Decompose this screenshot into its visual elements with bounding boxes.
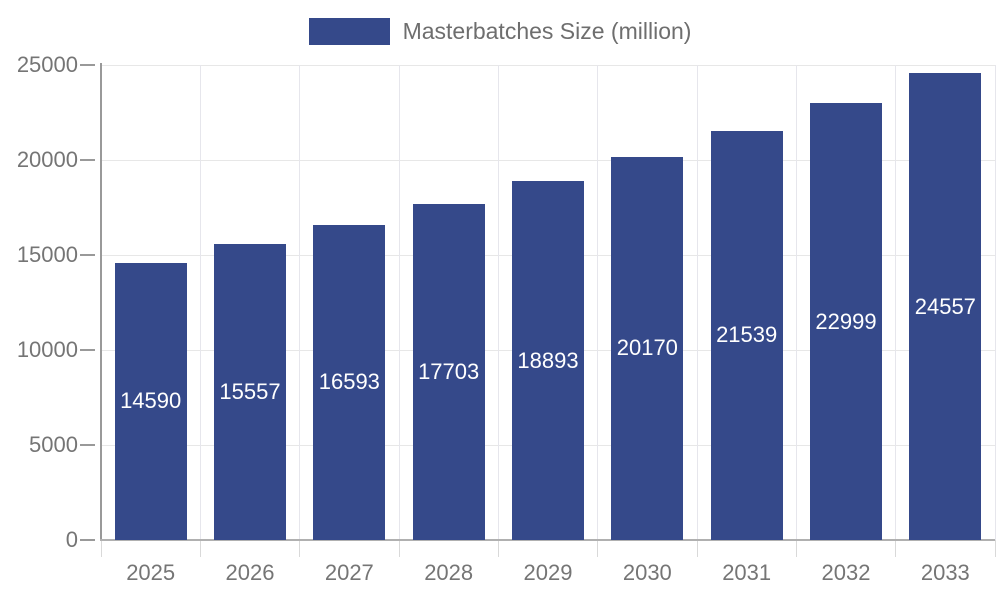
x-axis-tick — [795, 540, 797, 557]
gridline-vertical — [895, 65, 897, 540]
legend-swatch — [308, 17, 390, 45]
x-axis-tick-label: 2033 — [920, 560, 970, 585]
gridline-vertical — [199, 65, 201, 540]
bar[interactable]: 21539 — [710, 130, 783, 540]
y-axis-tick — [80, 159, 95, 161]
y-axis-tick-label: 25000 — [16, 52, 78, 77]
legend[interactable]: Masterbatches Size (million) — [0, 15, 1000, 47]
bar[interactable]: 24557 — [909, 73, 982, 540]
bar-value-label: 14590 — [120, 388, 182, 414]
x-axis-tick — [497, 540, 499, 557]
gridline-vertical — [696, 65, 698, 540]
x-axis-tick-label: 2026 — [225, 560, 275, 585]
gridline-vertical — [299, 65, 301, 540]
bar-value-label: 21539 — [716, 322, 778, 348]
x-axis-tick-label: 2029 — [523, 560, 573, 585]
gridline-vertical — [597, 65, 599, 540]
bar[interactable]: 15557 — [214, 244, 286, 540]
y-axis-line — [100, 63, 102, 540]
y-axis-tick-label: 15000 — [16, 242, 78, 267]
y-axis-tick — [80, 64, 95, 66]
bar-value-label: 17703 — [418, 358, 480, 384]
bar-value-label: 18893 — [517, 347, 579, 373]
x-axis-tick — [299, 540, 301, 557]
y-axis-tick-label: 5000 — [29, 432, 78, 457]
x-axis-line — [100, 539, 995, 541]
x-axis-tick — [398, 540, 400, 557]
x-axis-tick — [696, 540, 698, 557]
y-axis-tick-label: 0 — [65, 527, 78, 552]
x-axis-tick-label: 2025 — [126, 560, 176, 585]
bar-value-label: 24557 — [914, 293, 976, 319]
bar-value-label: 20170 — [616, 335, 678, 361]
gridline-vertical — [497, 65, 499, 540]
legend-label: Masterbatches Size (million) — [402, 17, 692, 44]
gridline-horizontal — [101, 159, 995, 161]
x-axis-tick-label: 2027 — [324, 560, 374, 585]
bar[interactable]: 20170 — [611, 156, 684, 540]
x-axis-tick-label: 2032 — [821, 560, 871, 585]
bar[interactable]: 14590 — [114, 262, 187, 540]
y-axis-tick-label: 20000 — [16, 147, 78, 172]
y-axis-tick — [80, 444, 95, 446]
bar[interactable]: 16593 — [313, 224, 386, 540]
y-axis-tick — [80, 349, 95, 351]
x-axis-tick — [199, 540, 201, 557]
x-axis-tick — [597, 540, 599, 557]
x-axis-tick-label: 2028 — [424, 560, 474, 585]
bar-value-label: 15557 — [219, 379, 281, 405]
x-axis-tick — [895, 540, 897, 557]
x-axis-tick-label: 2031 — [722, 560, 772, 585]
x-axis-tick — [994, 540, 996, 557]
gridline-vertical — [795, 65, 797, 540]
y-axis-tick-label: 10000 — [16, 337, 78, 362]
bar-value-label: 16593 — [318, 369, 380, 395]
x-axis-tick-label: 2030 — [622, 560, 672, 585]
bar[interactable]: 17703 — [412, 203, 485, 540]
bar-value-label: 22999 — [815, 308, 877, 334]
gridline-vertical — [994, 65, 996, 540]
bar[interactable]: 18893 — [512, 181, 584, 540]
y-axis-tick — [80, 539, 95, 541]
gridline-horizontal — [101, 64, 995, 66]
x-axis-tick — [100, 540, 102, 557]
y-axis-tick — [80, 254, 95, 256]
gridline-vertical — [398, 65, 400, 540]
bar[interactable]: 22999 — [810, 103, 882, 540]
